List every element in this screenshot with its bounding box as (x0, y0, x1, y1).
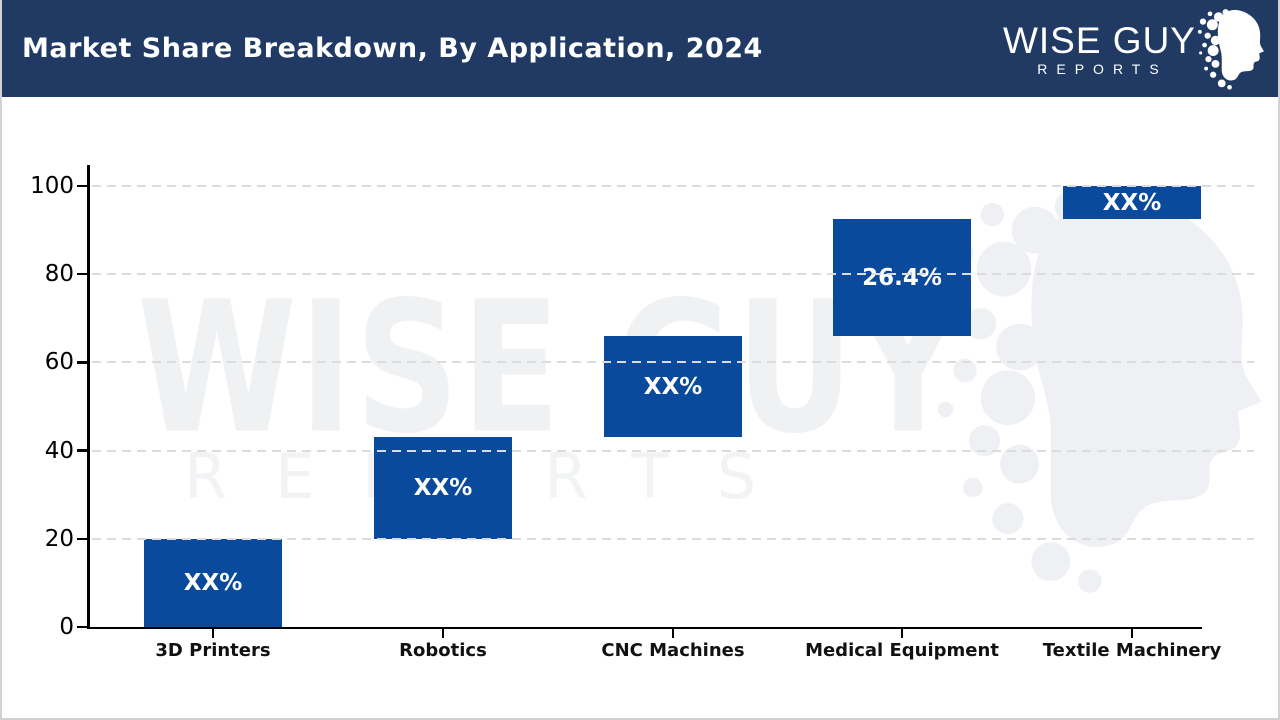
gridline (92, 184, 1254, 187)
y-tick-label: 60 (44, 349, 74, 376)
x-category-label: CNC Machines (601, 640, 745, 661)
header-band: Market Share Breakdown, By Application, … (2, 0, 1278, 97)
y-tick-mark (77, 184, 87, 188)
y-tick-mark (77, 272, 87, 276)
bar-segment: 26.4% (833, 219, 971, 336)
page-title: Market Share Breakdown, By Application, … (22, 33, 763, 64)
bar-segment: XX% (604, 335, 742, 438)
y-tick-label: 20 (44, 525, 74, 552)
y-axis-line (87, 165, 90, 629)
x-tick-mark (441, 629, 445, 638)
logo-wordmark-text: WISE GUY (1002, 19, 1196, 61)
logo-face-icon (1197, 8, 1264, 90)
x-category-label: 3D Printers (155, 640, 271, 661)
gridline (92, 273, 1254, 276)
y-tick-mark (77, 361, 87, 364)
y-tick-mark (77, 449, 87, 452)
x-tick-mark (900, 629, 904, 638)
gridline (92, 449, 1254, 452)
y-tick-label: 40 (44, 437, 74, 464)
bar-segment: XX% (144, 538, 282, 627)
x-tick-mark (211, 629, 215, 638)
x-tick-mark (1130, 629, 1134, 638)
bar-value-label: XX% (413, 475, 473, 502)
y-tick-label: 0 (59, 614, 74, 640)
bar-segment: XX% (374, 437, 512, 539)
bar-value-label: XX% (183, 569, 243, 596)
x-tick-mark (671, 629, 675, 638)
bar-value-label: XX% (643, 373, 703, 400)
x-category-label: Textile Machinery (1042, 640, 1222, 661)
y-tick-label: 80 (44, 261, 74, 288)
logo-wordmark: WISE GUY REPORTS (1003, 22, 1196, 76)
x-category-label: Robotics (399, 640, 487, 661)
x-category-label: Medical Equipment (805, 640, 999, 661)
bar-value-label: 26.4% (862, 264, 942, 291)
y-tick-label: 100 (30, 172, 74, 199)
brand-logo: WISE GUY REPORTS (1003, 0, 1268, 97)
y-tick-mark (77, 537, 87, 540)
logo-reports-text: REPORTS (1037, 60, 1168, 77)
gridline (92, 361, 1254, 364)
bar-segment: XX% (1063, 185, 1201, 220)
bar-value-label: XX% (1102, 189, 1162, 216)
y-tick-mark (77, 625, 87, 629)
gridline (92, 537, 1254, 540)
x-axis-line (87, 626, 1202, 629)
